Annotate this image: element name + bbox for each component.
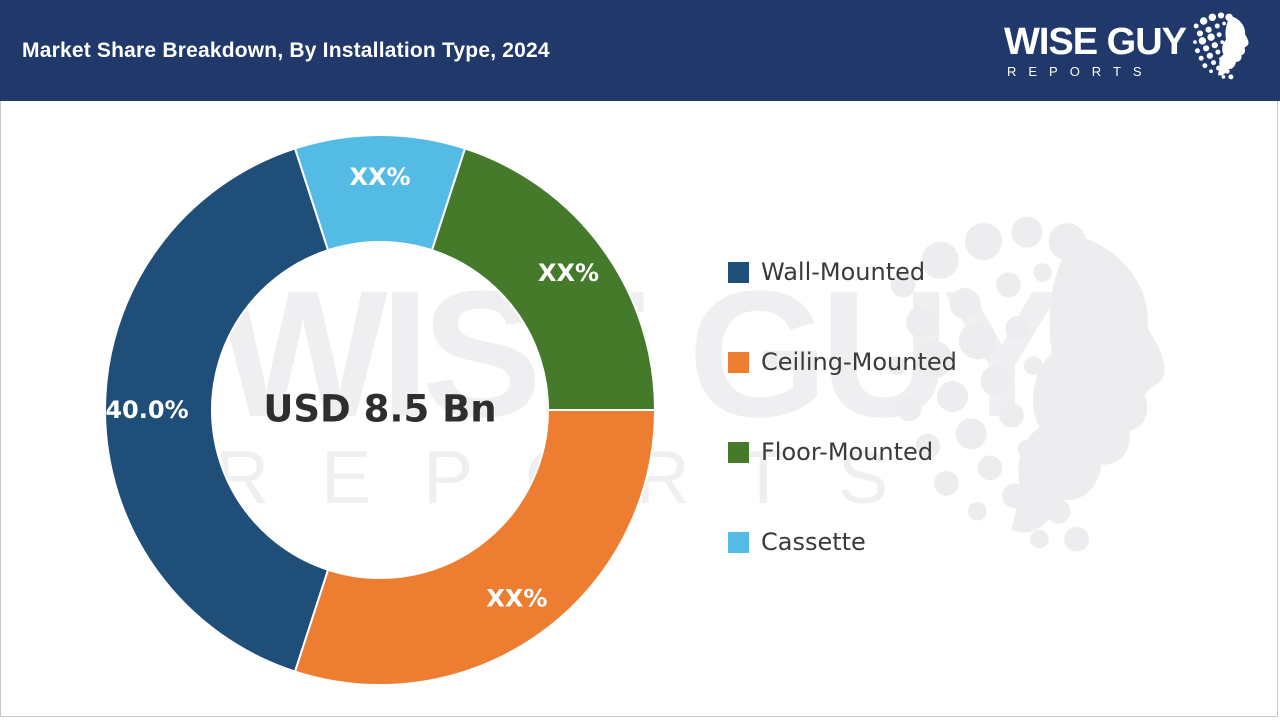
legend-swatch-ceiling-mounted bbox=[728, 351, 749, 373]
slice-label-ceiling-mounted: XX% bbox=[486, 585, 547, 613]
legend-item-floor-mounted: Floor-Mounted bbox=[728, 438, 957, 466]
slice-label-floor-mounted: XX% bbox=[538, 259, 599, 287]
chart-center-value: USD 8.5 Bn bbox=[263, 387, 497, 431]
legend-item-ceiling-mounted: Ceiling-Mounted bbox=[728, 348, 957, 376]
chart-legend: Wall-Mounted Ceiling-Mounted Floor-Mounted… bbox=[728, 258, 957, 618]
legend-item-cassette: Cassette bbox=[728, 528, 957, 556]
legend-label-cassette: Cassette bbox=[761, 528, 866, 556]
legend-swatch-wall-mounted bbox=[728, 261, 749, 283]
page-title: Market Share Breakdown, By Installation … bbox=[22, 38, 550, 62]
donut-chart: 40.0% XX% XX% XX% bbox=[103, 133, 657, 687]
legend-item-wall-mounted: Wall-Mounted bbox=[728, 258, 957, 286]
slice-label-cassette: XX% bbox=[349, 163, 410, 191]
slice-label-wall-mounted: 40.0% bbox=[105, 396, 188, 424]
legend-label-wall-mounted: Wall-Mounted bbox=[761, 258, 926, 286]
brand-tagline: REPORTS bbox=[1006, 63, 1154, 79]
wiseguy-face-icon bbox=[1190, 6, 1252, 90]
legend-swatch-cassette bbox=[728, 531, 749, 553]
brand-name: WISE GUY bbox=[1003, 20, 1187, 63]
slice-floor-mounted bbox=[430, 147, 656, 411]
slice-ceiling-mounted bbox=[294, 409, 656, 686]
brand-text: WISE GUY REPORTS bbox=[1003, 20, 1187, 79]
slice-wall-mounted bbox=[104, 147, 330, 673]
header-bar: Market Share Breakdown, By Installation … bbox=[0, 0, 1280, 101]
legend-label-ceiling-mounted: Ceiling-Mounted bbox=[761, 348, 957, 376]
slice-cassette bbox=[294, 134, 466, 252]
legend-swatch-floor-mounted bbox=[728, 441, 749, 463]
legend-label-floor-mounted: Floor-Mounted bbox=[761, 438, 934, 466]
brand-logo: WISE GUY REPORTS bbox=[1004, 12, 1252, 90]
